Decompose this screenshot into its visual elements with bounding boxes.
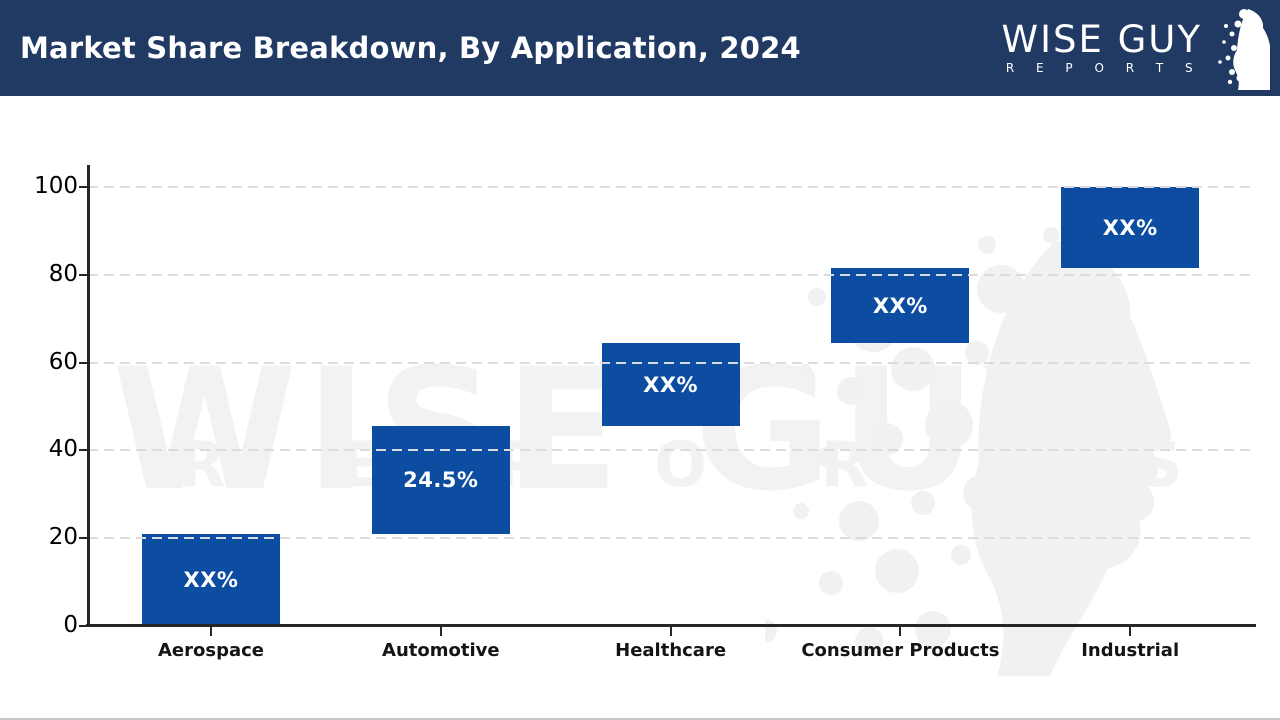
x-tick-industrial xyxy=(1129,627,1132,636)
gridline-100 xyxy=(88,186,1254,188)
x-category-label-healthcare: Healthcare xyxy=(615,640,727,661)
bar-value-label: XX% xyxy=(643,372,699,397)
wise-guy-reports-logo: WISE GUY R E P O R T S xyxy=(1002,6,1280,90)
x-axis-line xyxy=(86,624,1256,627)
x-tick-consumer-products xyxy=(899,627,902,636)
logo-subtitle: R E P O R T S xyxy=(1005,61,1202,75)
x-category-label-automotive: Automotive xyxy=(382,640,500,661)
bar-value-label: XX% xyxy=(872,293,928,318)
y-tick-20 xyxy=(79,537,88,540)
x-tick-automotive xyxy=(439,627,442,636)
x-tick-healthcare xyxy=(669,627,672,636)
bar-value-label: XX% xyxy=(1102,215,1158,240)
bar-industrial: XX% xyxy=(1061,187,1200,269)
logo-wordmark: WISE GUY xyxy=(1001,18,1202,61)
y-tick-100 xyxy=(79,186,88,188)
bar-value-label: 24.5% xyxy=(403,468,479,493)
bar-healthcare: XX% xyxy=(601,342,740,427)
bar-aerospace: XX% xyxy=(142,533,280,626)
logo-text: WISE GUY R E P O R T S xyxy=(1002,21,1202,75)
bar-consumer-products: XX% xyxy=(831,268,970,343)
gridline-60 xyxy=(88,361,1254,364)
y-tick-label-0: 0 xyxy=(63,612,78,638)
x-category-label-aerospace: Aerospace xyxy=(157,640,264,661)
bar-automotive: 24.5% xyxy=(371,426,510,534)
bar-value-label: XX% xyxy=(183,567,239,592)
y-tick-60 xyxy=(79,361,88,364)
gridline-20 xyxy=(88,537,1254,540)
y-tick-label-40: 40 xyxy=(48,436,78,463)
y-tick-label-80: 80 xyxy=(48,260,78,287)
y-tick-label-100: 100 xyxy=(34,173,78,199)
y-tick-0 xyxy=(79,625,88,627)
x-category-label-industrial: Industrial xyxy=(1081,640,1180,661)
y-axis-line xyxy=(87,165,90,627)
x-tick-aerospace xyxy=(210,627,212,636)
y-tick-80 xyxy=(79,273,88,276)
y-tick-label-60: 60 xyxy=(48,348,78,375)
dotted-head-icon xyxy=(1218,9,1270,90)
x-category-label-consumer-products: Consumer Products xyxy=(801,640,1000,661)
y-tick-40 xyxy=(79,449,88,452)
gridline-80 xyxy=(88,273,1254,276)
gridline-40 xyxy=(88,449,1254,452)
page-title: Market Share Breakdown, By Application, … xyxy=(20,31,801,65)
y-tick-label-20: 20 xyxy=(48,524,78,551)
header-bar: Market Share Breakdown, By Application, … xyxy=(0,0,1280,96)
